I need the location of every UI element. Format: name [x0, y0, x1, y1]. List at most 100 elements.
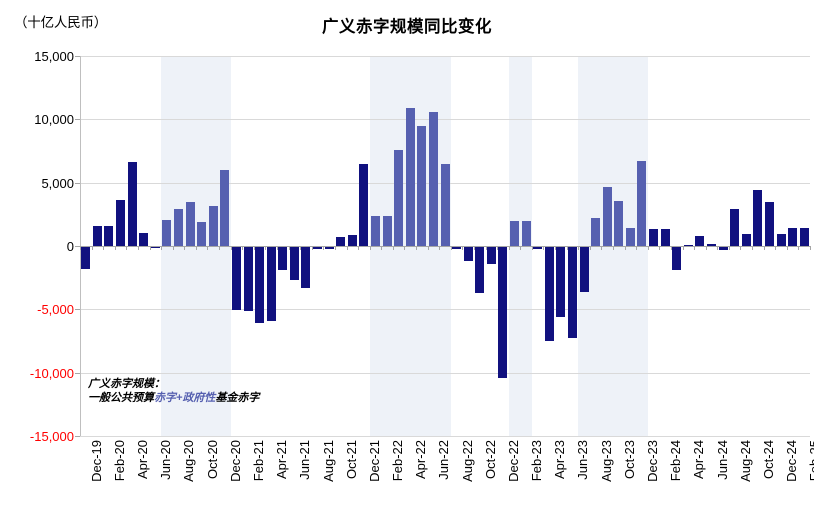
x-axis-tick — [184, 246, 186, 250]
x-axis-tick — [439, 246, 441, 250]
bar — [139, 233, 149, 246]
x-axis-tick — [334, 246, 336, 250]
x-axis-tick-label: Apr-21 — [274, 440, 290, 480]
x-axis-tick-label: Dec-21 — [366, 440, 382, 482]
x-axis-tick — [473, 246, 475, 250]
x-axis-tick — [288, 246, 290, 250]
x-axis-tick-label: Dec-24 — [784, 440, 800, 482]
x-axis-tick-label: Apr-20 — [135, 440, 151, 480]
x-axis-tick — [358, 246, 360, 250]
x-axis-tick-label: Aug-23 — [598, 440, 614, 482]
x-axis-tick — [462, 246, 464, 250]
x-axis-tick — [450, 246, 452, 250]
x-axis-tick-label: Dec-20 — [227, 440, 243, 482]
y-axis-tick — [75, 436, 80, 437]
x-axis-tick — [149, 246, 151, 250]
x-axis-tick — [300, 246, 302, 250]
bar — [718, 246, 728, 251]
bar — [672, 246, 682, 271]
bar — [116, 200, 126, 246]
bar — [776, 233, 786, 246]
x-axis-tick — [682, 246, 684, 250]
bar — [544, 246, 554, 341]
x-axis-tick — [161, 246, 163, 250]
x-axis-tick — [636, 246, 638, 250]
x-axis-tick — [219, 246, 221, 250]
bar — [730, 209, 740, 246]
bar — [625, 228, 635, 246]
bar — [533, 246, 543, 249]
x-axis-tick — [601, 246, 603, 250]
x-axis-tick-label: Oct-22 — [482, 440, 498, 480]
x-axis-tick — [624, 246, 626, 250]
bar — [440, 163, 450, 246]
bar — [382, 216, 392, 246]
x-axis-tick — [786, 246, 788, 250]
bar — [579, 246, 589, 292]
gridline — [80, 372, 810, 374]
x-axis-tick — [775, 246, 777, 250]
plot-area — [75, 56, 811, 437]
annotation-seg-d: 政府性 — [182, 391, 216, 404]
gridline — [80, 56, 810, 57]
x-axis-tick-label: Oct-23 — [621, 440, 637, 480]
bar — [370, 216, 380, 246]
bar — [695, 235, 705, 246]
bar — [197, 221, 207, 246]
y-axis-tick — [75, 309, 80, 311]
x-axis-tick — [717, 246, 719, 250]
chart-annotation: 广义赤字规模： 一般公共预算赤字+政府性基金赤字 — [88, 378, 259, 405]
x-axis-tick — [752, 246, 754, 250]
x-axis-tick — [427, 246, 429, 250]
x-axis-tick-label: Oct-20 — [204, 440, 220, 480]
bar — [405, 107, 415, 246]
x-axis-tick — [798, 246, 800, 250]
x-axis-tick — [242, 246, 244, 250]
x-axis-tick — [311, 246, 313, 250]
bar — [92, 226, 102, 246]
bar — [567, 246, 577, 338]
x-axis-tick — [543, 246, 545, 250]
bar — [127, 161, 137, 246]
bar — [428, 112, 438, 246]
x-axis-tick-label: Jun-20 — [158, 440, 174, 480]
y-axis-tick-label: 5,000 — [41, 175, 74, 191]
gridline — [80, 119, 810, 121]
annotation-seg-a: 一般公共预算 — [88, 391, 154, 404]
x-axis-tick-label: Dec-23 — [644, 440, 660, 482]
x-axis-tick — [578, 246, 580, 250]
x-axis-tick — [91, 246, 93, 250]
y-axis-tick — [75, 246, 80, 247]
x-axis-tick — [531, 246, 533, 250]
x-axis-tick-label: Feb-20 — [111, 440, 127, 482]
bar — [394, 149, 404, 246]
annotation-line-2: 一般公共预算赤字+政府性基金赤字 — [88, 392, 259, 406]
bar — [417, 125, 427, 246]
x-axis-tick — [566, 246, 568, 250]
bar — [359, 163, 369, 246]
x-axis-tick — [276, 246, 278, 250]
x-axis-tick — [555, 246, 557, 250]
y-axis-tick-label: 10,000 — [34, 112, 74, 128]
bar — [683, 244, 693, 246]
bar — [614, 201, 624, 246]
x-axis-tick-label: Dec-22 — [505, 440, 521, 482]
y-axis-labels: 15,000 10,000 5,000 0 -5,000 -10,000 -15,000 — [6, 50, 74, 443]
bar — [313, 246, 323, 249]
x-axis-tick-label: Feb-25 — [807, 440, 814, 482]
bar — [741, 233, 751, 246]
bar — [255, 246, 265, 323]
x-axis-tick-label: Aug-22 — [459, 440, 475, 482]
x-axis-tick-label: Jun-23 — [575, 440, 591, 480]
x-axis-tick-label: Feb-21 — [251, 440, 267, 482]
y-axis-tick — [75, 372, 80, 374]
x-axis-tick — [80, 246, 81, 250]
x-axis-tick — [613, 246, 615, 250]
x-axis-tick-label: Apr-24 — [691, 440, 707, 480]
x-axis-tick-label: Feb-22 — [390, 440, 406, 482]
x-axis-tick — [763, 246, 765, 250]
bar — [591, 217, 601, 246]
x-axis-tick — [485, 246, 487, 250]
page-title: 广义赤字规模同比变化 — [322, 18, 492, 36]
